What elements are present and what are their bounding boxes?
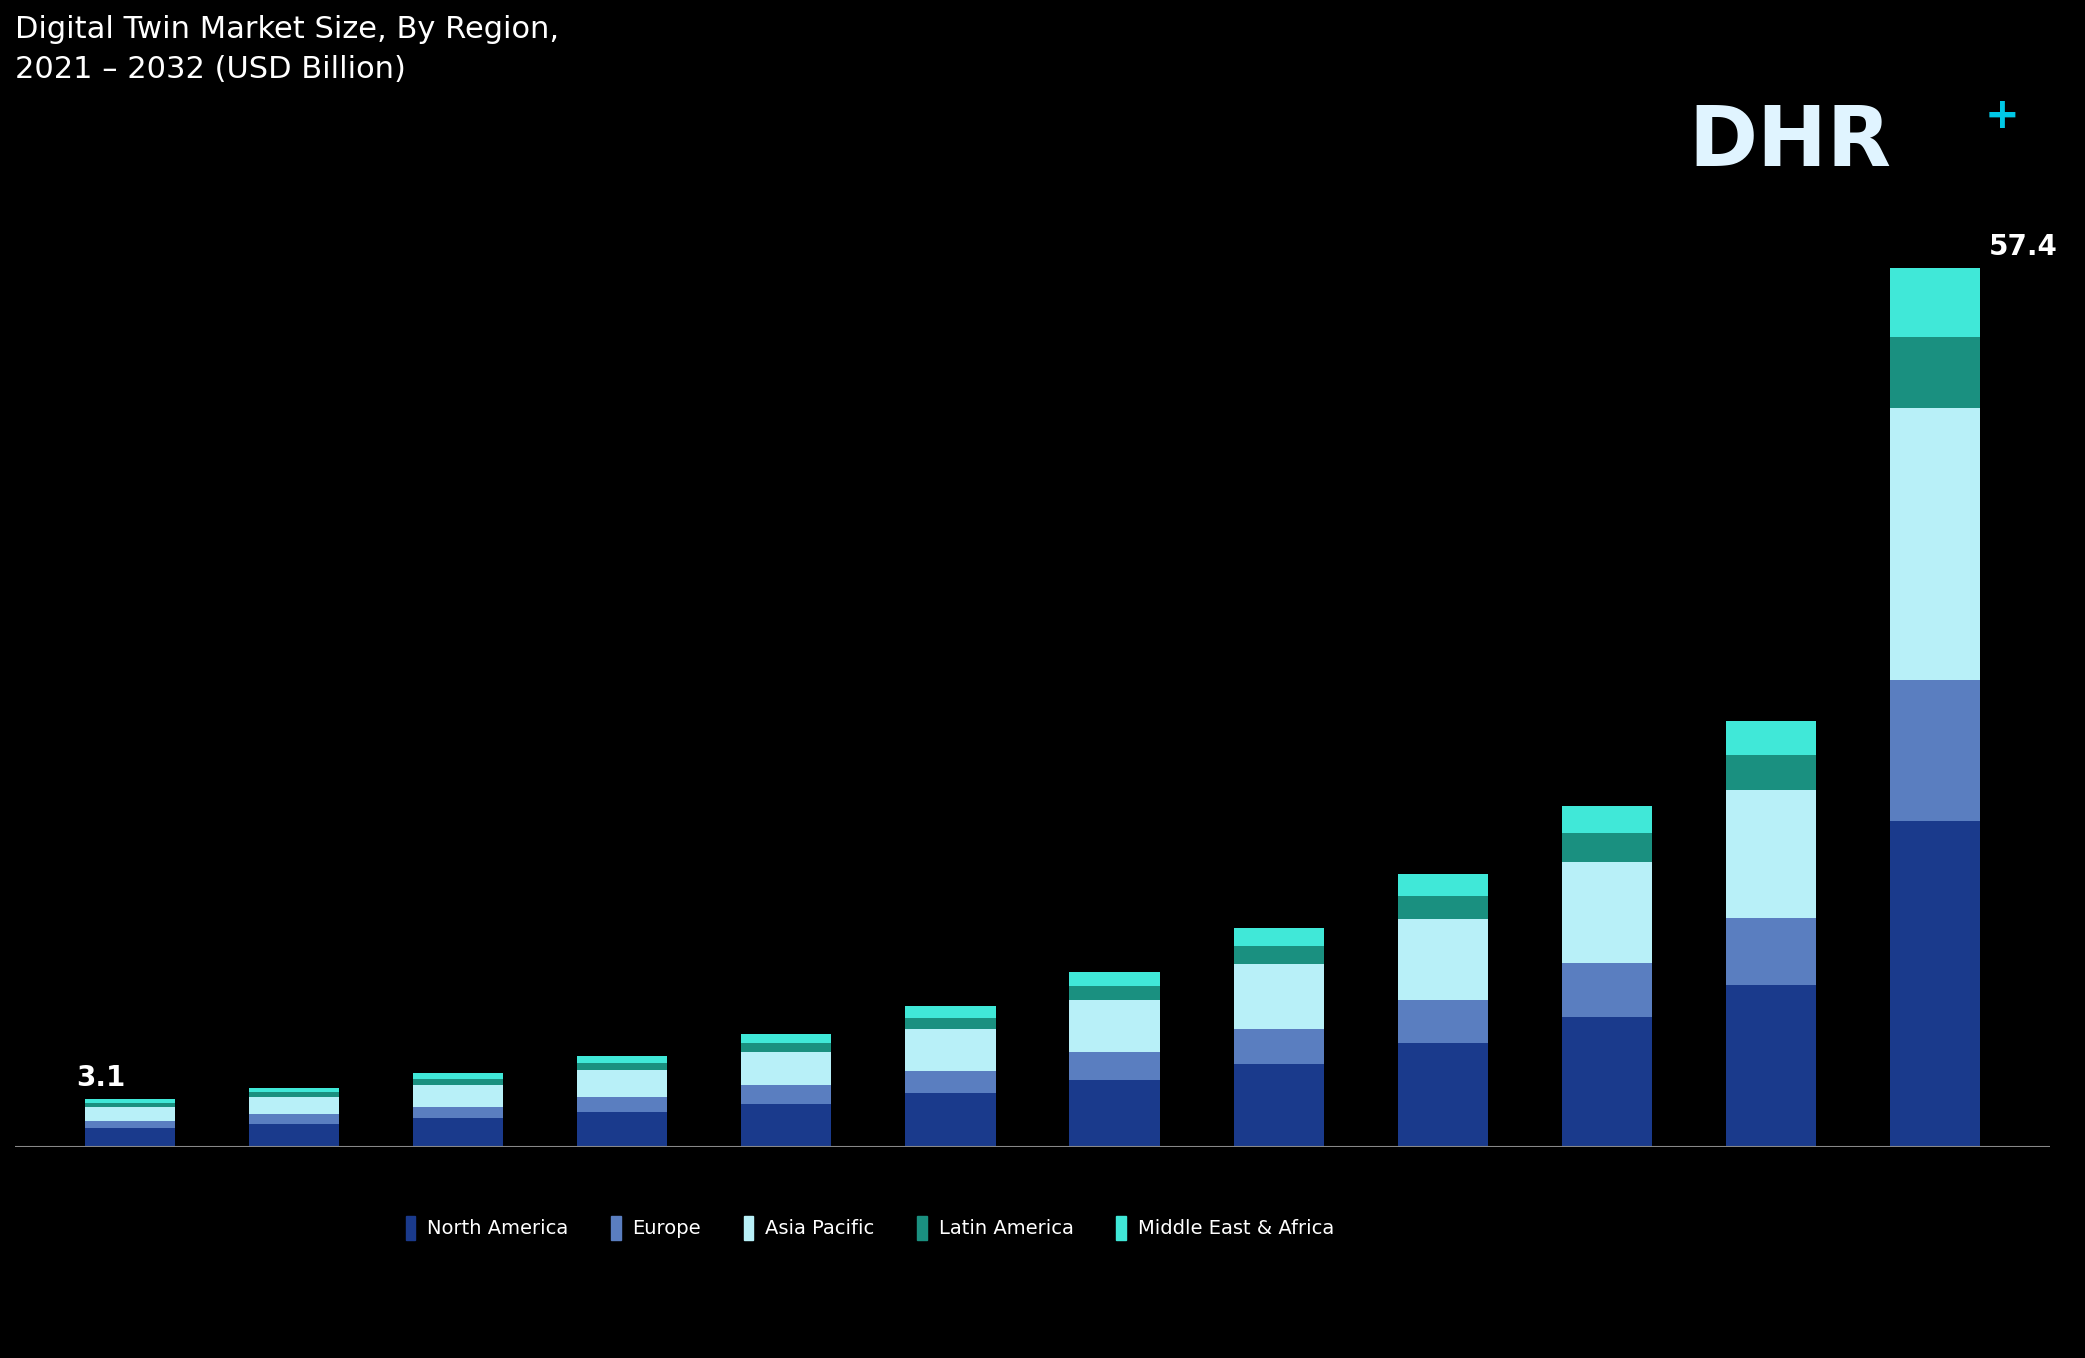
- Bar: [413, 1080, 502, 1085]
- Bar: [1070, 1052, 1159, 1080]
- Bar: [740, 1033, 832, 1043]
- Bar: [85, 1103, 175, 1107]
- Bar: [1889, 407, 1981, 680]
- Bar: [1726, 755, 1816, 790]
- Bar: [1397, 873, 1489, 896]
- Bar: [905, 1029, 995, 1070]
- Bar: [85, 1128, 175, 1146]
- Bar: [740, 1052, 832, 1085]
- Bar: [578, 1063, 667, 1070]
- Bar: [1562, 861, 1651, 963]
- Bar: [85, 1107, 175, 1120]
- Bar: [905, 1017, 995, 1029]
- Bar: [413, 1119, 502, 1146]
- Bar: [1070, 1080, 1159, 1146]
- Bar: [1726, 790, 1816, 918]
- Bar: [1562, 1017, 1651, 1146]
- Bar: [248, 1092, 340, 1097]
- Bar: [1070, 1001, 1159, 1052]
- Bar: [248, 1114, 340, 1123]
- Bar: [578, 1112, 667, 1146]
- Bar: [1234, 929, 1324, 945]
- Bar: [578, 1097, 667, 1112]
- Legend: North America, Europe, Asia Pacific, Latin America, Middle East & Africa: North America, Europe, Asia Pacific, Lat…: [398, 1209, 1341, 1248]
- Bar: [1889, 680, 1981, 820]
- Bar: [85, 1099, 175, 1103]
- Bar: [1234, 964, 1324, 1029]
- Bar: [1397, 896, 1489, 918]
- Bar: [413, 1107, 502, 1119]
- Bar: [1726, 986, 1816, 1146]
- Bar: [905, 1006, 995, 1017]
- Bar: [1889, 337, 1981, 407]
- Bar: [578, 1055, 667, 1063]
- Text: Digital Twin Market Size, By Region,
2021 – 2032 (USD Billion): Digital Twin Market Size, By Region, 202…: [15, 15, 559, 84]
- Bar: [740, 1085, 832, 1104]
- Bar: [1889, 269, 1981, 337]
- Bar: [1562, 805, 1651, 834]
- Bar: [1726, 721, 1816, 755]
- Bar: [1234, 945, 1324, 964]
- Bar: [248, 1088, 340, 1092]
- Bar: [1070, 986, 1159, 1001]
- Bar: [248, 1123, 340, 1146]
- Bar: [1397, 918, 1489, 999]
- Bar: [1397, 1043, 1489, 1146]
- Text: 57.4: 57.4: [1989, 232, 2058, 261]
- Bar: [1889, 820, 1981, 1146]
- Text: DHR: DHR: [1689, 102, 1891, 183]
- Bar: [740, 1104, 832, 1146]
- Bar: [1234, 1029, 1324, 1063]
- Bar: [413, 1085, 502, 1107]
- Bar: [740, 1043, 832, 1052]
- Text: +: +: [1985, 95, 2018, 137]
- Bar: [1562, 834, 1651, 861]
- Text: 3.1: 3.1: [77, 1063, 125, 1092]
- Bar: [578, 1070, 667, 1097]
- Bar: [1397, 999, 1489, 1043]
- Bar: [905, 1093, 995, 1146]
- Bar: [1234, 1063, 1324, 1146]
- Bar: [413, 1073, 502, 1080]
- Bar: [85, 1120, 175, 1128]
- Bar: [1726, 918, 1816, 986]
- Bar: [905, 1070, 995, 1093]
- Bar: [1070, 972, 1159, 986]
- Bar: [248, 1097, 340, 1114]
- Bar: [1562, 963, 1651, 1017]
